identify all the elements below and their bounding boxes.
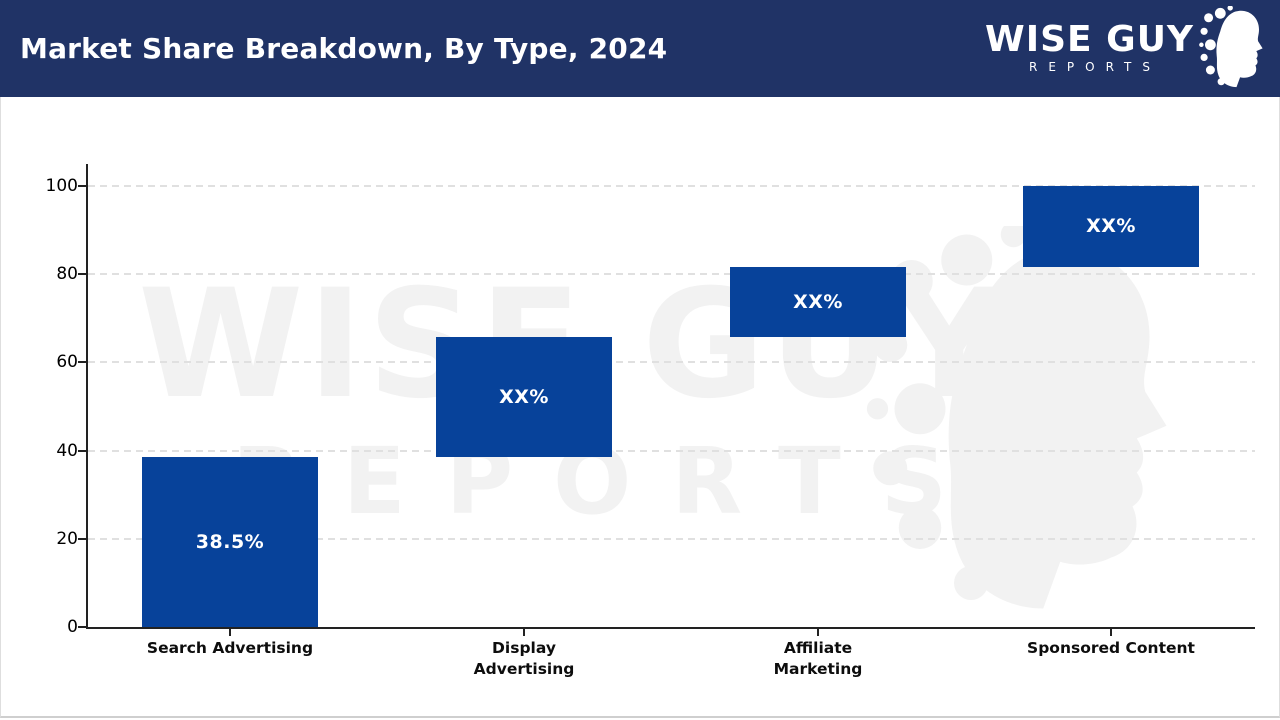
y-tick-mark (78, 449, 87, 452)
x-tick (229, 627, 231, 636)
y-tick-label-0: 0 (67, 617, 78, 637)
x-axis-line (86, 627, 1255, 629)
y-tick-label-60: 60 (56, 352, 78, 373)
y-axis-line (86, 164, 88, 629)
y-tick-mark (78, 626, 87, 628)
gridline-40 (88, 449, 1255, 452)
y-tick-label-20: 20 (56, 528, 78, 549)
category-label-display-advertising: Display Advertising (473, 639, 575, 678)
logo-head-icon (1199, 6, 1263, 88)
gridline-20 (88, 537, 1255, 540)
bar-value-label: 38.5% (195, 531, 265, 554)
logo-wordmark: WISE GUY (984, 19, 1194, 61)
bar-display-advertising: XX% (436, 336, 612, 458)
category-label-search-advertising: Search Advertising (146, 639, 314, 657)
wiseguy-logo: WISE GUY REPORTS (985, 6, 1268, 89)
category-label-sponsored-content: Sponsored Content (1027, 639, 1195, 657)
y-tick-mark (78, 185, 87, 188)
plot-area: 38.5% XX% XX% XX% (88, 164, 1255, 636)
bar-value-label: XX% (1086, 215, 1136, 238)
y-tick-label-80: 80 (56, 264, 78, 285)
y-tick-mark (78, 273, 87, 276)
bar-value-label: XX% (793, 290, 843, 313)
header: Market Share Breakdown, By Type, 2024 WI… (0, 0, 1280, 97)
gridline-100 (88, 185, 1255, 188)
gridline-60 (88, 361, 1255, 364)
bar-sponsored-content: XX% (1023, 186, 1199, 267)
gridline-80 (88, 273, 1255, 276)
x-tick (1110, 627, 1112, 636)
y-tick-label-100: 100 (45, 176, 78, 197)
bar-affiliate-marketing: XX% (730, 266, 906, 337)
logo-text: WISE GUY REPORTS (985, 21, 1194, 74)
bar-search-advertising: 38.5% (142, 457, 318, 627)
y-tick-mark (78, 537, 87, 540)
x-tick (523, 627, 525, 636)
y-tick-label-40: 40 (56, 440, 78, 461)
bar-value-label: XX% (499, 386, 549, 409)
page-title: Market Share Breakdown, By Type, 2024 (20, 32, 668, 65)
x-tick (817, 627, 819, 636)
y-tick-mark (78, 361, 87, 364)
category-label-affiliate-marketing: Affiliate Marketing (773, 639, 863, 678)
logo-subtext: REPORTS (1028, 59, 1161, 74)
